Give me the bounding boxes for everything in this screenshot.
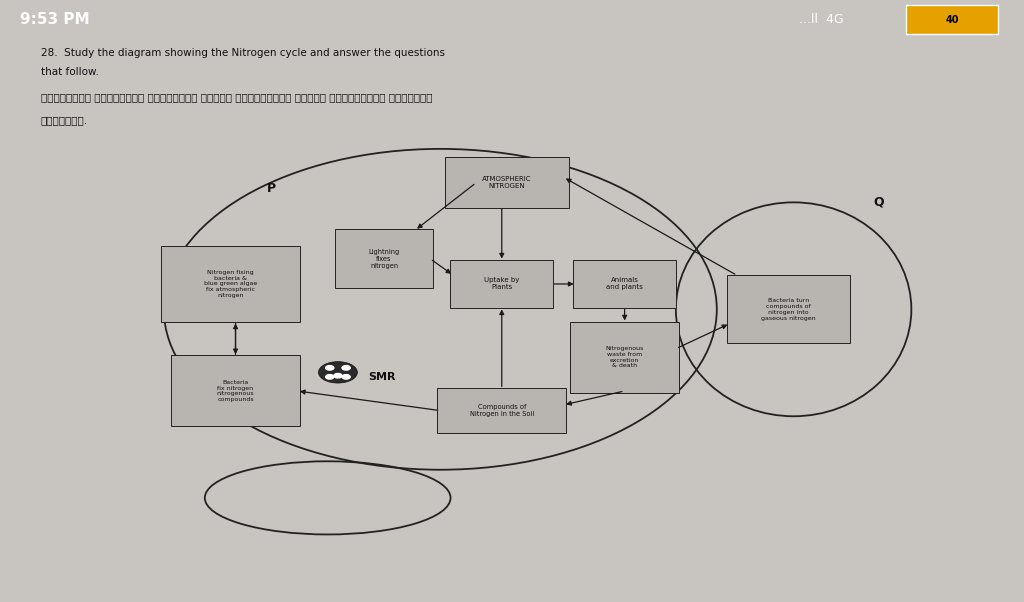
Text: 40: 40 — [945, 14, 959, 25]
Ellipse shape — [318, 362, 357, 383]
Text: ATMOSPHERIC
NITROGEN: ATMOSPHERIC NITROGEN — [482, 176, 531, 189]
Text: that follow.: that follow. — [41, 67, 99, 77]
Text: Nitrogen fixing
bacteria &
blue green algae
fix atmospheric
nitrogen: Nitrogen fixing bacteria & blue green al… — [204, 270, 257, 298]
FancyBboxPatch shape — [335, 229, 433, 288]
Text: ఇవ్వండి.: ఇవ్వండి. — [41, 115, 88, 125]
FancyBboxPatch shape — [171, 355, 300, 426]
Circle shape — [342, 374, 350, 379]
FancyBboxPatch shape — [727, 275, 850, 343]
Text: Lightning
fixes
nitrogen: Lightning fixes nitrogen — [369, 249, 399, 268]
Text: P: P — [267, 182, 275, 195]
Circle shape — [334, 373, 342, 378]
FancyBboxPatch shape — [161, 246, 300, 322]
FancyBboxPatch shape — [570, 321, 679, 393]
Circle shape — [342, 365, 350, 370]
Text: Nitrogenous
waste from
excretion
& death: Nitrogenous waste from excretion & death — [605, 346, 644, 368]
Text: Compounds of
Nitrogen in the Soil: Compounds of Nitrogen in the Soil — [470, 404, 534, 417]
FancyBboxPatch shape — [573, 260, 676, 308]
Circle shape — [326, 374, 334, 379]
Text: 28.  Study the diagram showing the Nitrogen cycle and answer the questions: 28. Study the diagram showing the Nitrog… — [41, 48, 445, 58]
FancyBboxPatch shape — [451, 260, 553, 308]
Text: Animals
and plants: Animals and plants — [606, 278, 643, 291]
Text: 9:53 PM: 9:53 PM — [20, 12, 90, 27]
Text: SMR: SMR — [369, 372, 396, 382]
Text: Bacteria
fix nitrogen
nitrogenous
compounds: Bacteria fix nitrogen nitrogenous compou… — [217, 380, 254, 402]
Text: ...ll  4G: ...ll 4G — [799, 13, 844, 26]
Text: Q: Q — [873, 196, 884, 209]
Text: Bacteria turn
compounds of
nitrogen into
gaseous nitrogen: Bacteria turn compounds of nitrogen into… — [761, 298, 816, 320]
FancyBboxPatch shape — [444, 157, 569, 208]
Text: Uptake by
Plants: Uptake by Plants — [484, 278, 519, 291]
FancyBboxPatch shape — [906, 5, 998, 34]
Circle shape — [326, 365, 334, 370]
FancyBboxPatch shape — [437, 388, 566, 433]
Text: చిత్రంలో చూపించిన నైట్రజన్ చక్రం గమనించండి ఎదురు ప్రశ్నలకు సమాధానం: చిత్రంలో చూపించిన నైట్రజన్ చక్రం గమనించం… — [41, 93, 432, 102]
